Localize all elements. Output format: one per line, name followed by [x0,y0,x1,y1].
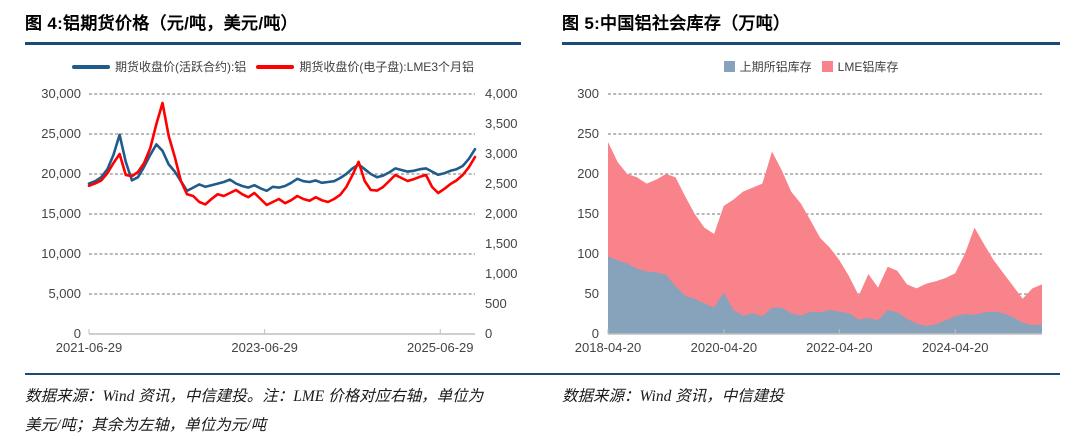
svg-text:1,500: 1,500 [485,236,518,251]
svg-text:150: 150 [577,206,599,221]
china-aluminum-inventory-chart: 0 50 100 150 200 250 300 2018-04-20 2020-04-20 20… [575,86,1042,355]
figure-4-title: 图 4:铝期货价格（元/吨，美元/吨） [25,14,298,33]
legend-label-shfe: 期货收盘价(活跃合约):铝 [114,60,247,74]
legend-label-shfe-inventory: 上期所铝库存 [739,60,812,74]
lme-inventory-swatch [821,61,833,72]
figure-5-title-underline [562,42,1060,45]
svg-text:4,000: 4,000 [485,86,518,101]
shfe-inventory-swatch [723,61,735,72]
svg-text:300: 300 [577,86,599,101]
svg-text:3,000: 3,000 [485,146,518,161]
svg-text:0: 0 [592,326,599,341]
lme-line-swatch [256,64,295,69]
svg-text:20,000: 20,000 [41,166,81,181]
source-note-right: 数据来源：Wind 资讯，中信建投 [562,388,784,405]
svg-text:2023-06-29: 2023-06-29 [231,340,298,355]
svg-text:5,000: 5,000 [48,286,81,301]
svg-text:30,000: 30,000 [41,86,81,101]
source-note-line-2: 美元/吨；其余为左轴，单位为元/吨 [25,416,267,434]
svg-text:2021-06-29: 2021-06-29 [56,340,123,355]
source-note-line-1: 数据来源：Wind 资讯，中信建投。注：LME 价格对应右轴，单位为 [25,388,484,405]
svg-text:2018-04-20: 2018-04-20 [575,340,642,355]
figure-5-source-note: 数据来源：Wind 资讯，中信建投 [562,383,1060,412]
svg-text:3,500: 3,500 [485,116,518,131]
figure-5-title: 图 5:中国铝社会库存（万吨） [562,14,791,33]
svg-text:0: 0 [485,326,492,341]
figure-5-legend: 上期所铝库存 LME铝库存 [562,58,1060,75]
svg-text:2024-04-20: 2024-04-20 [922,340,989,355]
figure-4-title-underline [25,42,521,45]
svg-text:25,000: 25,000 [41,126,81,141]
svg-text:100: 100 [577,246,599,261]
svg-text:50: 50 [585,286,599,301]
svg-text:200: 200 [577,166,599,181]
legend-label-lme: 期货收盘价(电子盘):LME3个月铝 [299,60,474,74]
svg-text:500: 500 [485,296,507,311]
legend-item-lme-inventory: LME铝库存 [821,58,899,75]
legend-item-shfe-aluminum: 期货收盘价(活跃合约):铝 [71,58,247,75]
shfe-line-swatch [71,64,110,69]
figure-4-source-note: 数据来源：Wind 资讯，中信建投。注：LME 价格对应右轴，单位为 美元/吨；… [25,383,527,440]
svg-text:2,500: 2,500 [485,176,518,191]
svg-text:0: 0 [74,326,81,341]
legend-item-lme-3m: 期货收盘价(电子盘):LME3个月铝 [256,58,474,75]
svg-text:2022-04-20: 2022-04-20 [806,340,873,355]
svg-text:2025-06-29: 2025-06-29 [407,340,474,355]
svg-text:2,000: 2,000 [485,206,518,221]
svg-text:250: 250 [577,126,599,141]
legend-item-shfe-inventory: 上期所铝库存 [723,58,812,75]
aluminum-futures-price-chart: 0 5,000 10,000 15,000 20,000 25,000 30,000 0 500… [41,86,518,355]
svg-text:10,000: 10,000 [41,246,81,261]
svg-text:1,000: 1,000 [485,266,518,281]
legend-label-lme-inventory: LME铝库存 [837,60,899,74]
figure-4-legend: 期货收盘价(活跃合约):铝 期货收盘价(电子盘):LME3个月铝 [25,58,521,75]
svg-text:15,000: 15,000 [41,206,81,221]
footer-divider [25,373,1060,375]
svg-text:2020-04-20: 2020-04-20 [691,340,758,355]
